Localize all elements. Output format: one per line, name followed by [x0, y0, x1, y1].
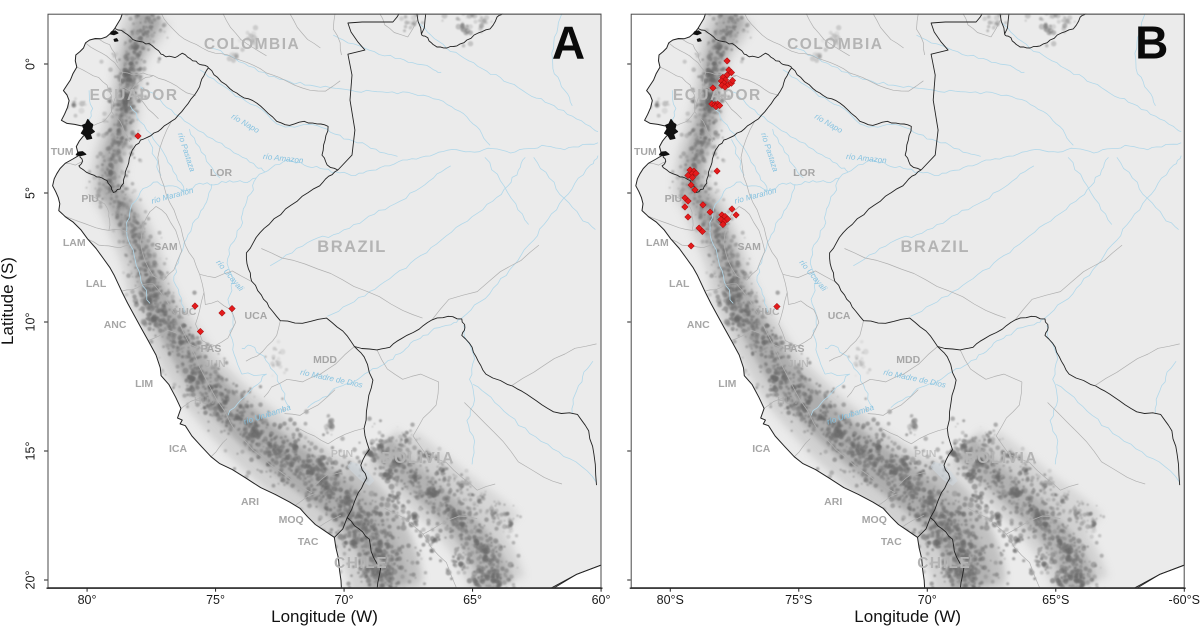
x-tick-label: 65°S — [1042, 593, 1069, 607]
axis-A: 80° 75° 70° 65° 60° 0° 5° 10° 15° 20° — [24, 58, 611, 607]
occurrence-point — [728, 76, 737, 85]
occurrence-point — [715, 101, 724, 110]
panel-a: A — [47, 0, 602, 631]
occurrence-point — [728, 205, 736, 213]
panel-clip-group — [51, 0, 602, 631]
x-tick-label: 70° — [335, 593, 354, 607]
panel-clip-group — [634, 0, 1185, 631]
y-tick-label: 5° — [24, 187, 38, 199]
occurrence-point — [218, 309, 226, 317]
occurrence-point — [719, 220, 727, 229]
occurrence-point — [713, 167, 721, 175]
occurrence-point — [773, 302, 781, 311]
occurrence-point — [687, 181, 695, 189]
occurrence-point — [196, 327, 205, 336]
occurrence-point — [709, 84, 717, 92]
occurrence-point — [723, 215, 732, 223]
occurrence-point — [688, 173, 697, 182]
occurrence-point — [684, 213, 692, 221]
y-axis-title: Latitude (S) — [0, 257, 17, 345]
occurrence-point — [191, 302, 199, 310]
occurrence-point — [706, 208, 714, 216]
x-tick-label: 80°S — [657, 593, 684, 607]
x-tick-label: 60° — [592, 593, 611, 607]
occurrence-point — [684, 197, 692, 205]
y-tick-label: 0° — [24, 58, 38, 70]
occurrence-point — [687, 242, 695, 250]
y-tick-label: 20° — [24, 571, 38, 590]
basemap-use — [51, 0, 602, 631]
occurrence-point — [699, 201, 707, 209]
occurrence-point — [692, 169, 700, 178]
occurrence-point — [698, 227, 707, 236]
occurrence-point — [681, 203, 689, 211]
occurrence-point — [134, 132, 142, 140]
x-tick-label: 75°S — [785, 593, 812, 607]
y-tick-label: 10° — [24, 313, 38, 332]
axis-B: 80°S 75°S 70° 65°S -60°S — [627, 63, 1200, 607]
occurrence-point — [723, 57, 731, 65]
x-tick-label: 70° — [918, 593, 937, 607]
basemap-use — [634, 0, 1185, 631]
occurrence-point — [228, 304, 236, 313]
occurrence-points — [134, 132, 236, 336]
x-tick-label: 80° — [78, 593, 97, 607]
y-tick-label: 15° — [24, 442, 38, 461]
x-tick-label: 75° — [206, 593, 225, 607]
x-axis-title: Longitude (W) — [271, 607, 378, 626]
axes: 80° 75° 70° 65° 60° 0° 5° 10° 15° 20° Longitude (W… — [0, 58, 1200, 626]
panel-letter: B — [1135, 17, 1168, 69]
occurrence-points — [681, 57, 781, 311]
panel-b: B — [630, 0, 1185, 631]
x-tick-label: -60°S — [1169, 593, 1200, 607]
panel-letter: A — [552, 17, 585, 69]
x-tick-label: 65° — [463, 593, 482, 607]
x-axis-title: Longitude (W) — [854, 607, 961, 626]
occurrence-point — [732, 211, 740, 219]
occurrence-point — [691, 186, 699, 194]
